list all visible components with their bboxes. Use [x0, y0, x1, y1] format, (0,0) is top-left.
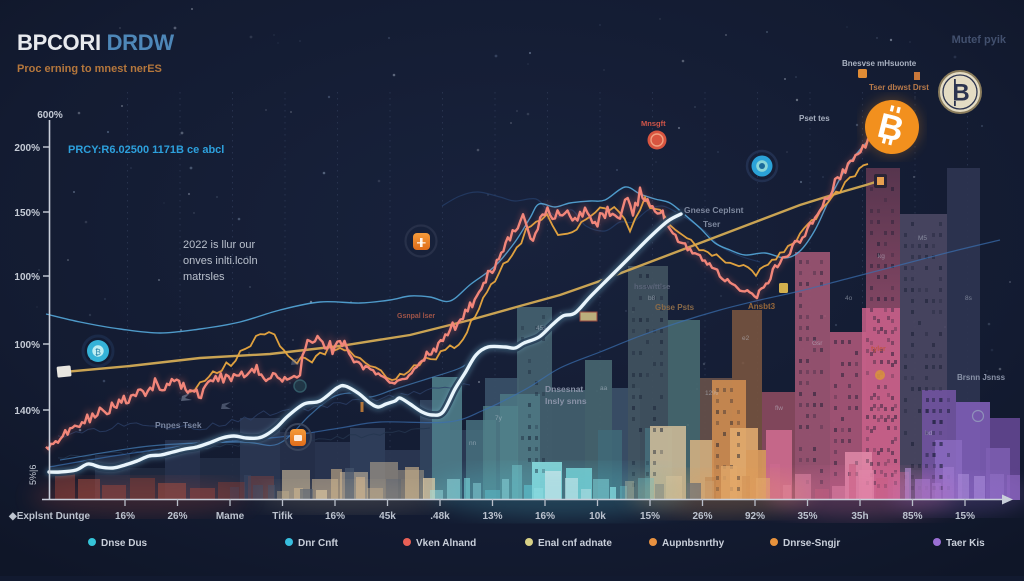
- svg-text:Bnesvse mHsuonte: Bnesvse mHsuonte: [842, 59, 917, 68]
- svg-text:85%: 85%: [902, 511, 922, 522]
- svg-text:flw: flw: [775, 405, 783, 412]
- svg-text:10k: 10k: [589, 511, 606, 522]
- svg-text:35h: 35h: [851, 511, 868, 522]
- svg-text:PRCY:R6.02500 1171B ce abcl: PRCY:R6.02500 1171B ce abcl: [68, 144, 224, 156]
- svg-text:26%: 26%: [692, 511, 712, 522]
- svg-text:Gsnpal lser: Gsnpal lser: [397, 313, 435, 320]
- svg-text:16%: 16%: [115, 511, 135, 522]
- svg-text:45s: 45s: [536, 325, 547, 332]
- svg-text:Dnr Cnft: Dnr Cnft: [298, 538, 339, 549]
- svg-text:matrsles: matrsles: [183, 271, 225, 283]
- svg-text:e2: e2: [742, 335, 750, 342]
- svg-text:b8: b8: [648, 295, 656, 302]
- svg-text:Pnpes Tsek: Pnpes Tsek: [155, 420, 202, 430]
- svg-text:kg: kg: [878, 253, 885, 260]
- svg-text:BPCORI DRDW: BPCORI DRDW: [17, 30, 174, 55]
- svg-text:8s: 8s: [965, 295, 973, 302]
- svg-text:Gnese Ceplsnt: Gnese Ceplsnt: [684, 205, 744, 215]
- svg-text:150%: 150%: [14, 208, 40, 219]
- svg-text:onves inlti.lcoln: onves inlti.lcoln: [183, 255, 258, 267]
- svg-text:Dnsesnat: Dnsesnat: [545, 384, 583, 394]
- svg-text:Proc erning to mnest nerES: Proc erning to mnest nerES: [17, 63, 162, 75]
- svg-text:₿: ₿: [95, 348, 101, 357]
- svg-text:Dnse Dus: Dnse Dus: [101, 538, 148, 549]
- svg-text:200%: 200%: [14, 143, 40, 154]
- svg-text:Enal cnf adnate: Enal cnf adnate: [538, 538, 612, 549]
- svg-text:4o: 4o: [845, 295, 853, 302]
- svg-text:100%: 100%: [14, 272, 40, 283]
- svg-text:35%: 35%: [797, 511, 817, 522]
- svg-text:26%: 26%: [167, 511, 187, 522]
- svg-text:aa: aa: [600, 385, 608, 392]
- svg-text:Ansbt3: Ansbt3: [748, 302, 776, 311]
- svg-text:92%: 92%: [745, 511, 765, 522]
- svg-text:Tser dbwst Drst: Tser dbwst Drst: [869, 83, 929, 92]
- svg-text:600%: 600%: [37, 110, 63, 121]
- svg-text:Gbse Psts: Gbse Psts: [655, 303, 695, 312]
- svg-text:Aupnbsnrthy: Aupnbsnrthy: [662, 538, 725, 549]
- svg-text:◆Explsnt Duntge: ◆Explsnt Duntge: [8, 511, 90, 522]
- svg-text:16%: 16%: [535, 511, 555, 522]
- svg-text:Tser: Tser: [703, 219, 721, 229]
- svg-text:5%|6: 5%|6: [28, 465, 38, 485]
- svg-text:Taer Kis: Taer Kis: [946, 538, 985, 549]
- svg-text:nn: nn: [469, 440, 477, 447]
- svg-text:hssw/ttlse: hssw/ttlse: [634, 282, 670, 291]
- svg-text:45k: 45k: [379, 511, 396, 522]
- svg-text:tyler: tyler: [871, 346, 886, 353]
- svg-text:140%: 140%: [14, 406, 40, 417]
- svg-text:100%: 100%: [14, 340, 40, 351]
- svg-text:Insly snns: Insly snns: [545, 396, 587, 406]
- svg-text:7y: 7y: [495, 415, 503, 422]
- svg-text:Pset tes: Pset tes: [799, 114, 830, 123]
- svg-text:15%: 15%: [955, 511, 975, 522]
- svg-text:.48k: .48k: [430, 511, 450, 522]
- svg-text:bd: bd: [925, 430, 933, 437]
- svg-text:Mame: Mame: [216, 511, 245, 522]
- svg-text:13%: 13%: [482, 511, 502, 522]
- svg-text:M5: M5: [918, 235, 927, 242]
- svg-text:16%: 16%: [325, 511, 345, 522]
- svg-text:12%: 12%: [705, 390, 718, 397]
- svg-text:2022 is llur our: 2022 is llur our: [183, 239, 255, 251]
- svg-text:Tifik: Tifik: [272, 511, 293, 522]
- svg-text:Gsr: Gsr: [812, 340, 823, 347]
- svg-text:Dnrse-Sngjr: Dnrse-Sngjr: [783, 538, 840, 549]
- svg-text:Mutef pyik: Mutef pyik: [952, 34, 1007, 46]
- svg-text:15%: 15%: [640, 511, 660, 522]
- svg-text:Vken Alnand: Vken Alnand: [416, 538, 476, 549]
- svg-text:Brsnn Jsnss: Brsnn Jsnss: [957, 373, 1006, 382]
- svg-text:Mnsgft: Mnsgft: [641, 119, 666, 128]
- svg-text:B: B: [952, 80, 969, 107]
